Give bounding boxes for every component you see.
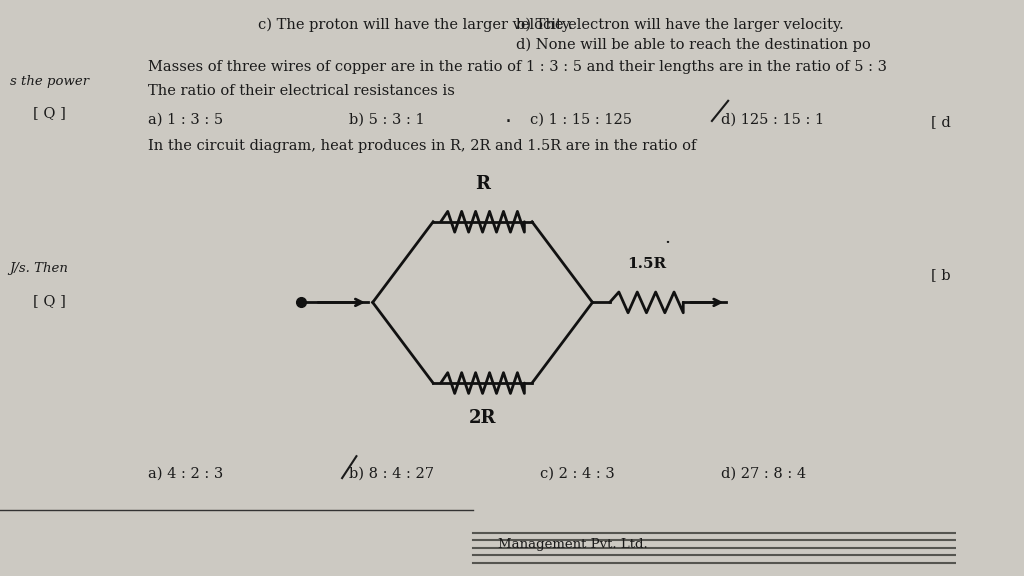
Text: [ d: [ d (931, 115, 951, 129)
Text: In the circuit diagram, heat produces in R, 2R and 1.5R are in the ratio of: In the circuit diagram, heat produces in… (148, 139, 696, 153)
Text: Management Pvt. Ltd.: Management Pvt. Ltd. (499, 538, 648, 551)
Text: 2R: 2R (469, 409, 497, 427)
Text: Masses of three wires of copper are in the ratio of 1 : 3 : 5 and their lengths : Masses of three wires of copper are in t… (148, 60, 887, 74)
Text: [ b: [ b (931, 268, 951, 282)
Text: 1.5R: 1.5R (627, 257, 666, 271)
Text: b) The electron will have the larger velocity.: b) The electron will have the larger vel… (516, 17, 844, 32)
Text: [ Q ]: [ Q ] (34, 107, 67, 120)
Text: J/s. Then: J/s. Then (9, 262, 69, 275)
Text: b) 5 : 3 : 1: b) 5 : 3 : 1 (349, 112, 424, 126)
Text: c) 2 : 4 : 3: c) 2 : 4 : 3 (540, 467, 614, 480)
Text: d) None will be able to reach the destination po: d) None will be able to reach the destin… (516, 37, 870, 52)
Text: R: R (475, 175, 490, 193)
Text: [ Q ]: [ Q ] (34, 294, 67, 308)
Text: c) The proton will have the larger velocity.: c) The proton will have the larger veloc… (258, 17, 572, 32)
Text: c) 1 : 15 : 125: c) 1 : 15 : 125 (530, 112, 633, 126)
Text: ·: · (665, 234, 671, 252)
Text: The ratio of their electrical resistances is: The ratio of their electrical resistance… (148, 84, 455, 97)
Text: d) 125 : 15 : 1: d) 125 : 15 : 1 (722, 112, 824, 126)
Text: a) 4 : 2 : 3: a) 4 : 2 : 3 (148, 467, 223, 480)
Text: a) 1 : 3 : 5: a) 1 : 3 : 5 (148, 112, 223, 126)
Text: b) 8 : 4 : 27: b) 8 : 4 : 27 (349, 467, 434, 480)
Text: s the power: s the power (9, 75, 89, 88)
Text: ·: · (505, 112, 512, 132)
Text: d) 27 : 8 : 4: d) 27 : 8 : 4 (722, 467, 807, 480)
